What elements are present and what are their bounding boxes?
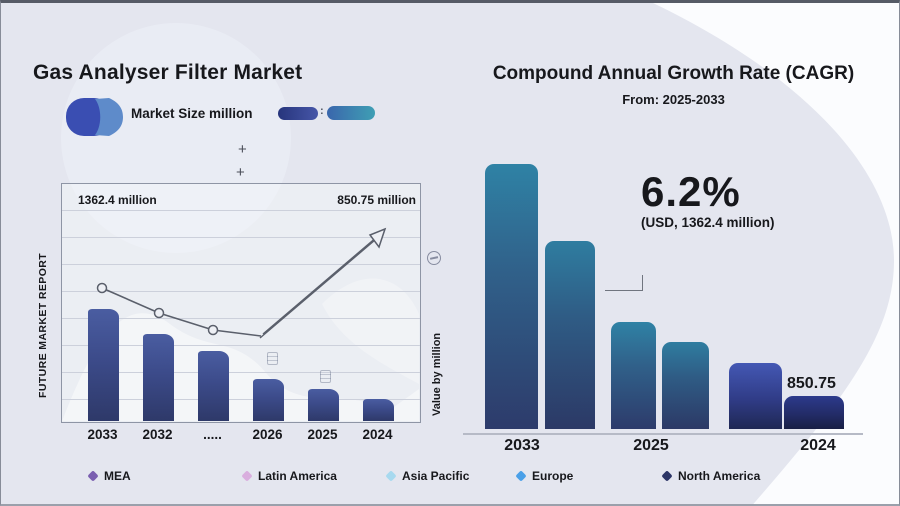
future-market-report-label: FUTURE MARKET REPORT (37, 252, 49, 398)
market-size-x-axis: 2033 2032..... 2026 2025 2024 (61, 427, 421, 442)
trend-line-arrow (96, 227, 387, 339)
cagr-heading: Compound Annual Growth Rate (CAGR) (492, 63, 855, 84)
market-size-label: Market Size million (131, 106, 253, 121)
annotation-2033-value: 1362.4 million (78, 193, 157, 207)
pill-decoration-right (327, 106, 375, 120)
cagr-x-label-2025: 2025 (633, 437, 669, 454)
corner-bracket-decoration (605, 275, 643, 291)
x-label-2026: 2026 (252, 427, 283, 442)
legend-item-europe: Europe (515, 469, 574, 483)
legend-diamond-icon (661, 470, 673, 482)
market-bar-2033 (88, 309, 119, 421)
legend-item-north-america: North America (661, 469, 761, 483)
document-icon (267, 352, 278, 365)
legend-label: MEA (104, 469, 131, 483)
x-label-2032: 2032 (142, 427, 173, 442)
plus-decoration-top: + (238, 141, 247, 158)
market-bar-2024 (363, 399, 394, 421)
cagr-detail: (USD, 1362.4 million) (641, 215, 775, 230)
x-label-2025: 2025 (307, 427, 338, 442)
cagr-2024-value-label: 850.75 (787, 375, 836, 392)
market-bar-2026 (253, 379, 284, 421)
pill-colon: : (320, 105, 324, 117)
legend-item-asia-pacific: Asia Pacific (385, 469, 470, 483)
market-size-chart: 1362.4 million 850.75 million (61, 183, 421, 423)
legend-item-mea: MEA (87, 469, 131, 483)
value-by-million-label: Value by million (431, 332, 443, 416)
market-bar-2025 (308, 389, 339, 421)
document-icon (320, 370, 331, 383)
legend-diamond-icon (385, 470, 397, 482)
cagr-bar-2024-1 (729, 363, 782, 429)
cagr-bar-2025-2 (662, 342, 709, 429)
legend-label: Europe (532, 469, 574, 483)
pill-decoration-left (278, 107, 318, 120)
cagr-x-axis-line (463, 433, 863, 435)
cylinder-icon (66, 98, 123, 136)
x-label-2033: 2033 (87, 427, 118, 442)
page-title: Gas Analyser Filter Market (33, 61, 303, 84)
cagr-value: 6.2% (641, 168, 741, 215)
x-label-2024: 2024 (362, 427, 393, 442)
gridlines (62, 210, 420, 422)
market-bar-..... (198, 351, 229, 421)
cagr-bar-2024-2 (784, 396, 844, 429)
cagr-bar-2033-1 (485, 164, 538, 429)
legend-diamond-icon (87, 470, 99, 482)
minus-circle-icon (427, 251, 441, 265)
market-bar-2032 (143, 334, 174, 421)
cagr-bar-2025-1 (611, 322, 656, 429)
legend-diamond-icon (515, 470, 527, 482)
legend-diamond-icon (241, 470, 253, 482)
legend-label: North America (678, 469, 761, 483)
cagr-subheading: From: 2025-2033 (622, 92, 725, 107)
cagr-x-label-2033: 2033 (504, 437, 540, 454)
annotation-2024-value: 850.75 million (337, 193, 416, 207)
legend-item-latin-america: Latin America (241, 469, 337, 483)
cagr-bar-2033-2 (545, 241, 595, 429)
legend-label: Latin America (258, 469, 337, 483)
cagr-x-label-2024: 2024 (800, 437, 836, 454)
legend-label: Asia Pacific (402, 469, 470, 483)
x-label-.....: ..... (203, 427, 222, 442)
plus-decoration-bottom: + (236, 164, 245, 181)
market-size-bars (62, 184, 420, 421)
